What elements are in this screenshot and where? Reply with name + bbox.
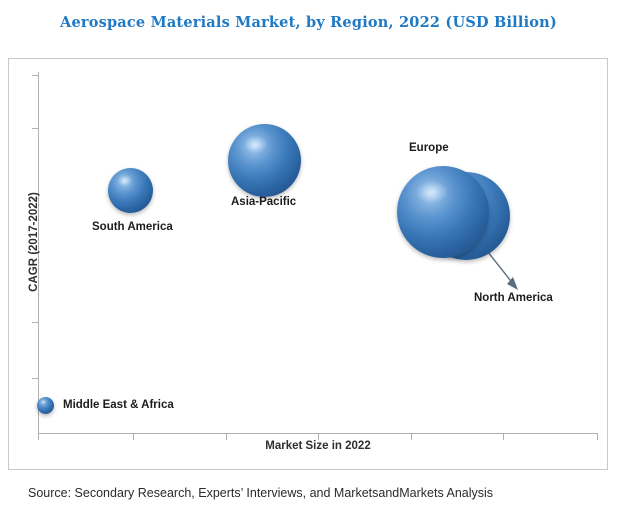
y-axis-tick [32, 252, 38, 253]
page-title: Aerospace Materials Market, by Region, 2… [60, 14, 557, 31]
x-axis-tick [503, 434, 504, 440]
bubble-europe[interactable] [397, 166, 489, 258]
bubble-label-asia-pacific: Asia-Pacific [231, 196, 297, 208]
x-axis-tick [226, 434, 227, 440]
x-axis-line [38, 433, 598, 434]
y-axis-line [38, 72, 39, 434]
x-axis-tick [597, 434, 598, 440]
bubble-south-america[interactable] [108, 168, 153, 213]
y-axis-tick [32, 198, 38, 199]
x-axis-tick [411, 434, 412, 440]
bubble-label-north-america: North America [474, 292, 553, 304]
source-note: Source: Secondary Research, Experts’ Int… [28, 486, 494, 500]
bubble-asia-pacific[interactable] [228, 124, 301, 197]
x-axis-tick [38, 434, 39, 440]
y-axis-tick [32, 128, 38, 129]
bubble-middle-east-africa[interactable] [37, 397, 54, 414]
x-axis-tick [318, 434, 319, 440]
y-axis-title: CAGR (2017-2022) [28, 192, 40, 292]
bubble-label-middle-east-africa: Middle East & Africa [63, 399, 174, 411]
y-axis-tick [32, 75, 38, 76]
x-axis-tick [133, 434, 134, 440]
x-axis-title: Market Size in 2022 [265, 440, 371, 452]
bubble-label-south-america: South America [92, 221, 173, 233]
y-axis-tick [32, 322, 38, 323]
y-axis-tick [32, 378, 38, 379]
bubble-label-europe: Europe [409, 142, 449, 154]
